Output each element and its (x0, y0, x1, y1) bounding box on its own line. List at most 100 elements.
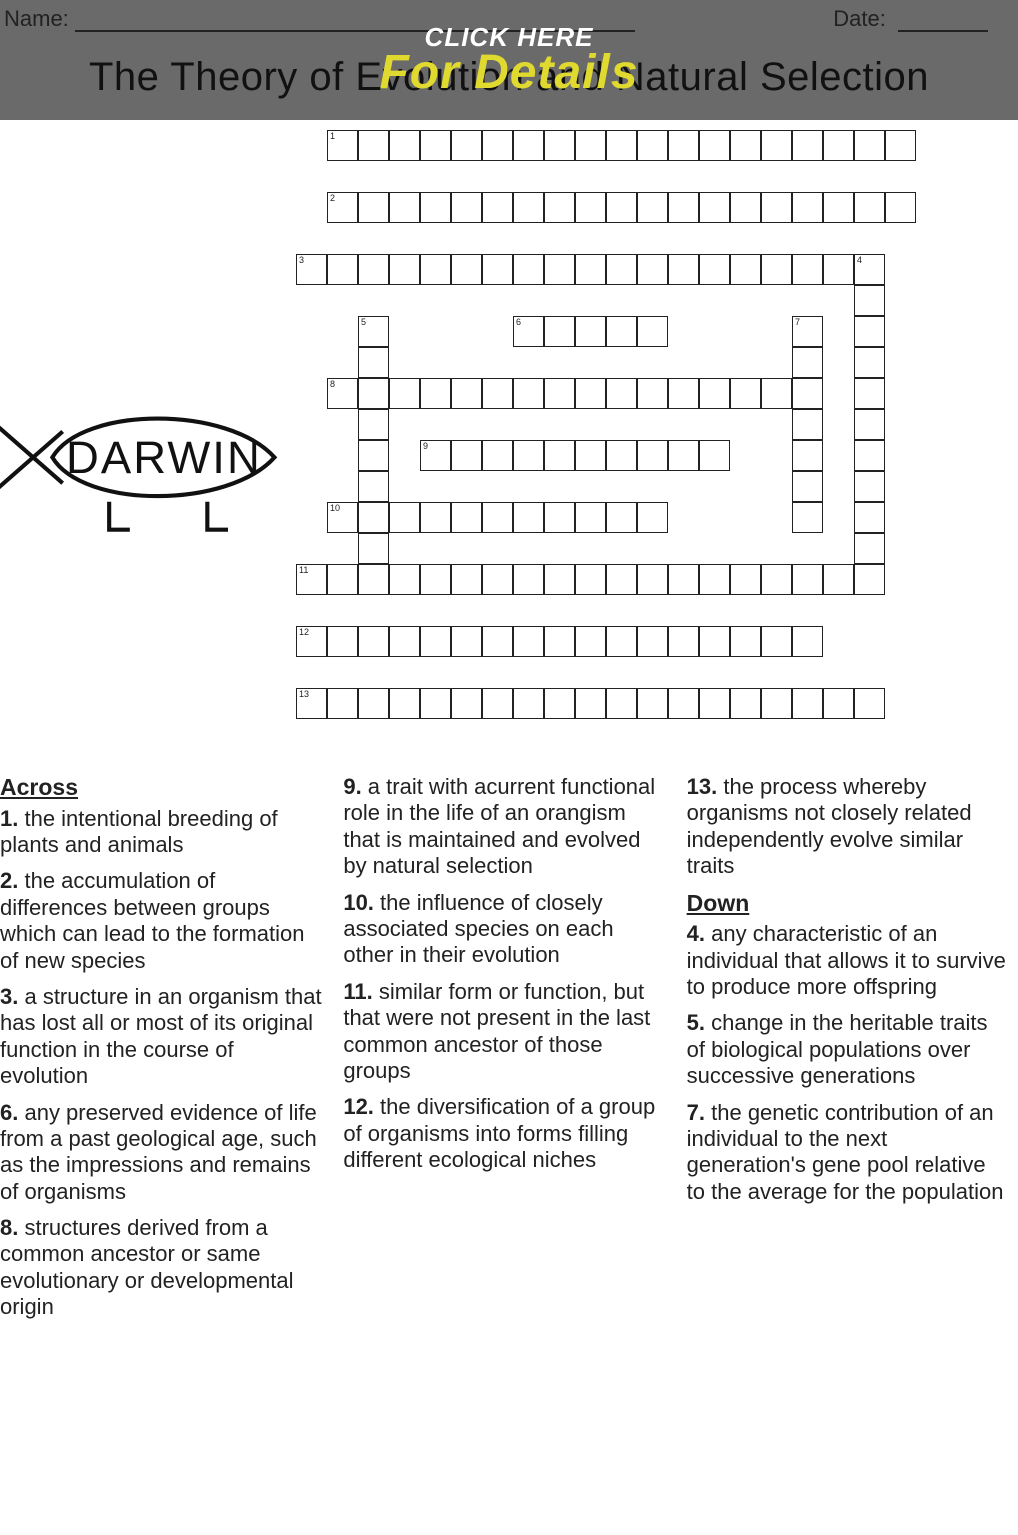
crossword-cell[interactable] (358, 130, 389, 161)
crossword-cell[interactable] (699, 254, 730, 285)
crossword-cell[interactable] (637, 316, 668, 347)
crossword-cell[interactable] (420, 192, 451, 223)
crossword-cell[interactable] (792, 626, 823, 657)
crossword-cell[interactable]: 2 (327, 192, 358, 223)
crossword-cell[interactable] (544, 564, 575, 595)
crossword-cell[interactable] (854, 502, 885, 533)
crossword-cell[interactable] (606, 688, 637, 719)
crossword-cell[interactable] (451, 130, 482, 161)
crossword-cell[interactable] (606, 378, 637, 409)
crossword-cell[interactable] (327, 254, 358, 285)
crossword-cell[interactable] (761, 688, 792, 719)
crossword-cell[interactable] (668, 626, 699, 657)
crossword-cell[interactable] (668, 564, 699, 595)
crossword-cell[interactable]: 9 (420, 440, 451, 471)
crossword-cell[interactable]: 12 (296, 626, 327, 657)
crossword-cell[interactable] (544, 378, 575, 409)
crossword-cell[interactable] (606, 564, 637, 595)
crossword-cell[interactable] (544, 192, 575, 223)
crossword-cell[interactable] (451, 626, 482, 657)
crossword-cell[interactable] (699, 688, 730, 719)
crossword-cell[interactable] (451, 192, 482, 223)
crossword-cell[interactable] (358, 502, 389, 533)
crossword-cell[interactable] (730, 130, 761, 161)
crossword-cell[interactable] (575, 316, 606, 347)
crossword-cell[interactable] (389, 378, 420, 409)
crossword-cell[interactable] (389, 688, 420, 719)
crossword-cell[interactable] (482, 254, 513, 285)
crossword-cell[interactable] (792, 502, 823, 533)
crossword-cell[interactable] (544, 254, 575, 285)
crossword-cell[interactable] (575, 688, 606, 719)
crossword-cell[interactable] (420, 688, 451, 719)
crossword-cell[interactable] (792, 130, 823, 161)
crossword-cell[interactable] (637, 192, 668, 223)
crossword-cell[interactable] (389, 564, 420, 595)
crossword-cell[interactable] (668, 192, 699, 223)
crossword-cell[interactable] (358, 409, 389, 440)
crossword-cell[interactable] (730, 626, 761, 657)
crossword-cell[interactable] (730, 564, 761, 595)
crossword-cell[interactable] (513, 254, 544, 285)
crossword-cell[interactable] (513, 564, 544, 595)
crossword-cell[interactable] (699, 564, 730, 595)
crossword-cell[interactable] (761, 564, 792, 595)
crossword-cell[interactable] (389, 502, 420, 533)
crossword-cell[interactable] (730, 688, 761, 719)
crossword-cell[interactable] (358, 688, 389, 719)
crossword-cell[interactable] (575, 564, 606, 595)
crossword-cell[interactable] (513, 378, 544, 409)
crossword-cell[interactable] (792, 688, 823, 719)
crossword-cell[interactable] (823, 254, 854, 285)
crossword-cell[interactable]: 6 (513, 316, 544, 347)
crossword-cell[interactable] (575, 130, 606, 161)
crossword-cell[interactable] (389, 192, 420, 223)
crossword-cell[interactable] (885, 192, 916, 223)
crossword-cell[interactable] (451, 378, 482, 409)
crossword-cell[interactable] (513, 626, 544, 657)
crossword-cell[interactable] (637, 130, 668, 161)
crossword-cell[interactable] (451, 440, 482, 471)
crossword-cell[interactable] (730, 378, 761, 409)
crossword-cell[interactable] (668, 254, 699, 285)
crossword-cell[interactable] (358, 564, 389, 595)
crossword-cell[interactable] (544, 440, 575, 471)
crossword-cell[interactable]: 10 (327, 502, 358, 533)
crossword-cell[interactable] (575, 440, 606, 471)
crossword-cell[interactable] (792, 409, 823, 440)
crossword-cell[interactable] (358, 440, 389, 471)
crossword-cell[interactable] (327, 626, 358, 657)
crossword-cell[interactable] (420, 502, 451, 533)
crossword-cell[interactable] (637, 626, 668, 657)
crossword-cell[interactable] (451, 688, 482, 719)
crossword-cell[interactable] (606, 440, 637, 471)
crossword-cell[interactable] (420, 626, 451, 657)
crossword-cell[interactable] (854, 378, 885, 409)
crossword-cell[interactable] (451, 502, 482, 533)
crossword-cell[interactable] (730, 192, 761, 223)
crossword-cell[interactable] (327, 688, 358, 719)
crossword-cell[interactable]: 3 (296, 254, 327, 285)
crossword-cell[interactable] (637, 440, 668, 471)
crossword-cell[interactable] (823, 688, 854, 719)
crossword-cell[interactable] (854, 409, 885, 440)
crossword-cell[interactable] (606, 626, 637, 657)
crossword-cell[interactable] (544, 316, 575, 347)
crossword-cell[interactable] (606, 502, 637, 533)
crossword-cell[interactable] (761, 192, 792, 223)
crossword-cell[interactable] (637, 564, 668, 595)
crossword-cell[interactable] (854, 316, 885, 347)
crossword-cell[interactable] (730, 254, 761, 285)
crossword-cell[interactable] (451, 254, 482, 285)
crossword-cell[interactable] (544, 688, 575, 719)
crossword-cell[interactable] (761, 626, 792, 657)
crossword-cell[interactable] (792, 471, 823, 502)
crossword-cell[interactable] (513, 440, 544, 471)
crossword-cell[interactable] (327, 564, 358, 595)
crossword-cell[interactable] (668, 130, 699, 161)
crossword-cell[interactable] (823, 130, 854, 161)
crossword-cell[interactable] (854, 533, 885, 564)
crossword-cell[interactable] (792, 254, 823, 285)
crossword-cell[interactable] (513, 192, 544, 223)
crossword-cell[interactable]: 11 (296, 564, 327, 595)
